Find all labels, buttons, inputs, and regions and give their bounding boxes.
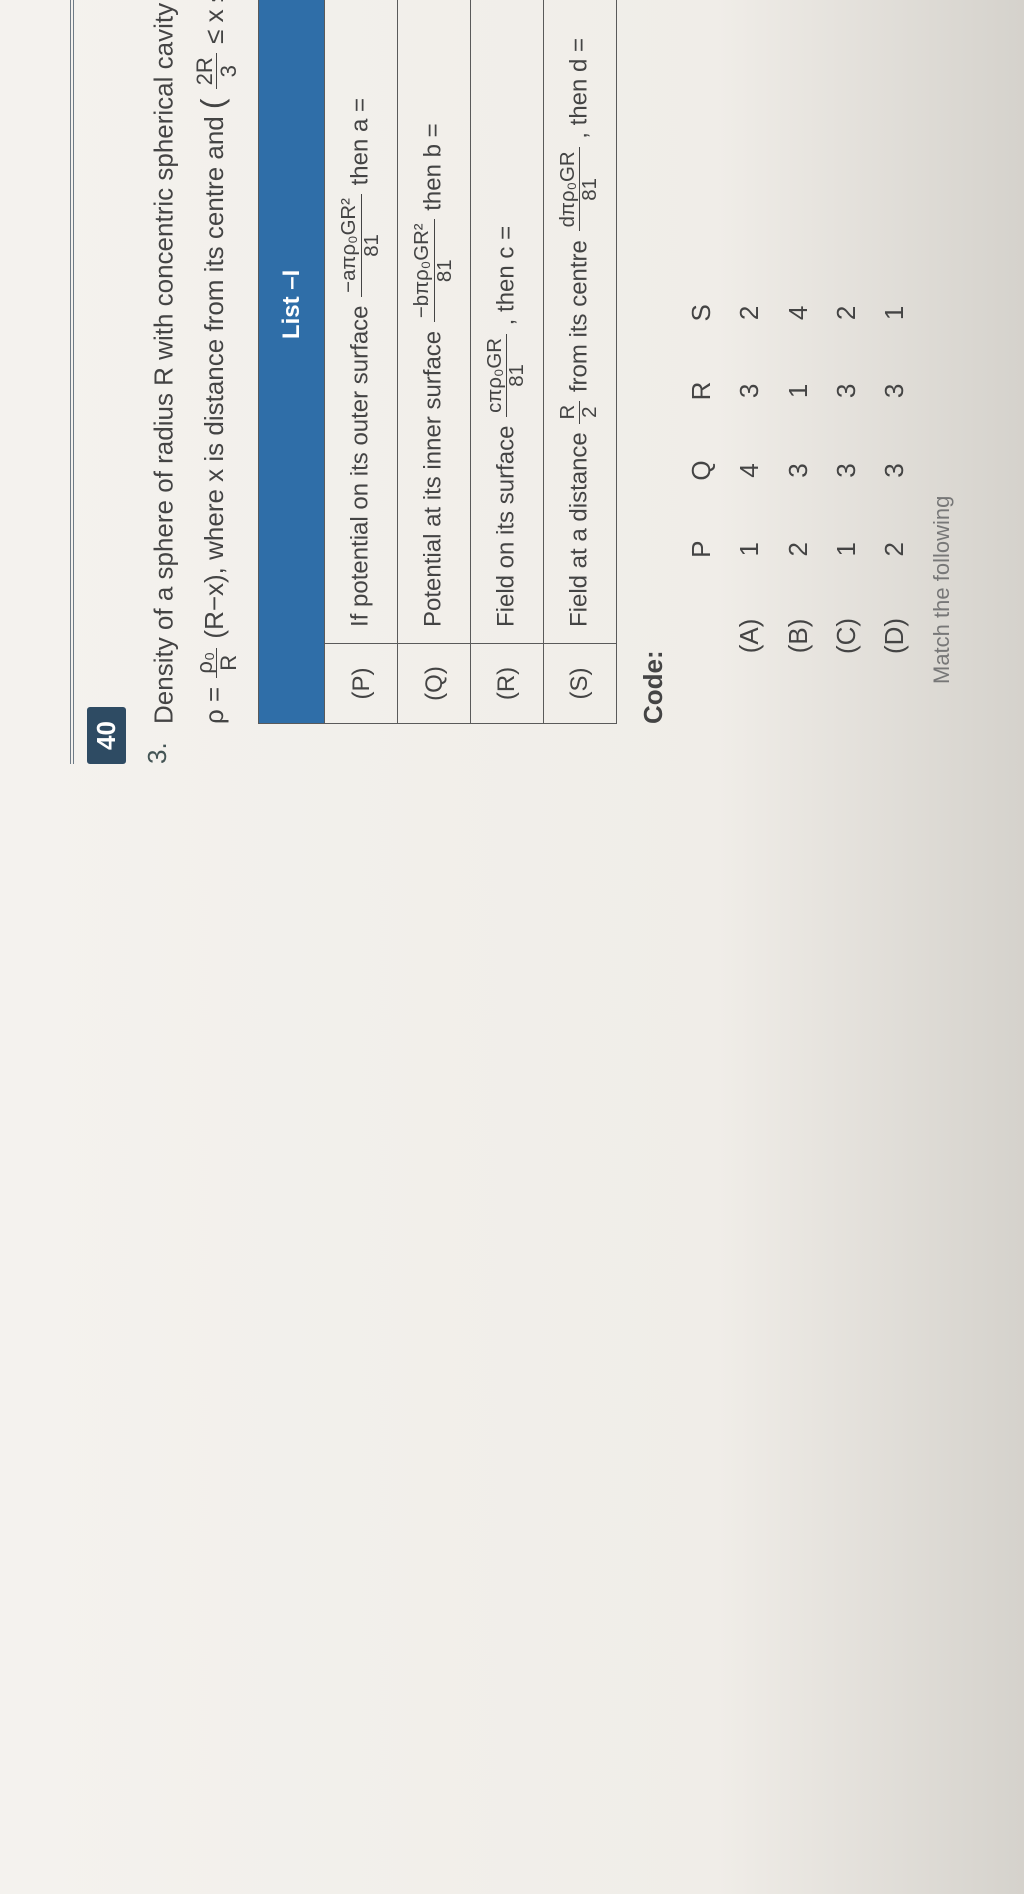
v: 3 [870, 352, 918, 431]
desc-mid: from its centre [565, 233, 592, 392]
code-row: (D) 2 3 3 1 [870, 274, 918, 684]
stem-2b: (R−x), where x is distance from its cent… [199, 109, 229, 639]
frac-n: −aπρ₀GR² [339, 194, 361, 297]
cell-desc: If potential on its outer surface −aπρ₀G… [325, 0, 398, 644]
cell-desc: Field on its surface cπρ₀GR 81 , then c … [471, 0, 544, 644]
page-inner: 40 MEGACOSM COGNITIONS PRIVATE LIMITED 3… [0, 0, 999, 1024]
frac: cπρ₀GR 81 [485, 334, 529, 417]
frac-d: 81 [507, 360, 528, 391]
desc-b: then b = [419, 123, 446, 210]
cell-key: (Q) [398, 644, 471, 724]
frac-d: 2 [580, 403, 601, 422]
frac-n: 2R [193, 53, 217, 89]
v: 2 [774, 511, 822, 588]
frac-d: 81 [362, 230, 383, 261]
table-row: (P) If potential on its outer surface −a… [325, 0, 398, 724]
table-row: (Q) Potential at its inner surface −bπρ₀… [398, 0, 471, 724]
v: 1 [774, 352, 822, 431]
desc-a: Potential at its inner surface [419, 324, 446, 627]
match-table: List –I List-II (P) If potential on its … [258, 0, 617, 724]
v: 4 [725, 430, 773, 510]
code-label: Code: [633, 0, 673, 724]
frac-d: R [217, 651, 240, 675]
opt: (C) [822, 588, 870, 684]
v: 1 [870, 274, 918, 351]
frac-d: 81 [435, 255, 456, 286]
v: 2 [822, 274, 870, 351]
cell-key: (S) [543, 644, 616, 724]
top-rule [70, 0, 74, 764]
code-row: (B) 2 3 1 4 [774, 274, 822, 684]
cutoff-text: Match the following [925, 0, 959, 684]
desc-a: Field at a distance [565, 426, 592, 627]
code-h: R [677, 352, 725, 431]
frac-R2: R 2 [558, 401, 602, 424]
opt: (D) [870, 588, 918, 684]
question-row: 3. Density of a sphere of radius R with … [142, 0, 959, 764]
frac: −bπρ₀GR² 81 [412, 219, 456, 322]
code-row: (C) 1 3 3 2 [822, 274, 870, 684]
frac-rho0-R: ρ₀ R [193, 648, 240, 678]
header-row: 40 MEGACOSM COGNITIONS PRIVATE LIMITED [84, 0, 128, 764]
frac-n: ρ₀ [193, 648, 217, 678]
code-h: P [677, 511, 725, 588]
code-header: P Q R S [677, 274, 725, 684]
v: 3 [870, 430, 918, 510]
cell-key: (R) [471, 644, 544, 724]
v: 3 [725, 352, 773, 431]
code-table: P Q R S (A) 1 4 3 2 (B [677, 274, 918, 684]
v: 3 [822, 352, 870, 431]
desc-a: Field on its surface [492, 419, 519, 627]
paren-open: ( [195, 99, 230, 109]
frac-cond: 2R 3 [193, 53, 240, 89]
cell-key: (P) [325, 644, 398, 724]
frac-n: cπρ₀GR [485, 334, 507, 417]
table-row: (S) Field at a distance R 2 from its cen… [543, 0, 616, 724]
opt: (B) [774, 588, 822, 684]
v: 2 [725, 274, 773, 351]
question-text: Density of a sphere of radius R with con… [142, 0, 959, 724]
v: 1 [725, 511, 773, 588]
frac-n: dπρ₀GR [558, 147, 580, 231]
code-h: Q [677, 430, 725, 510]
frac: −aπρ₀GR² 81 [339, 194, 383, 297]
v: 3 [774, 430, 822, 510]
frac-d: 81 [580, 174, 601, 205]
frac-n: −bπρ₀GR² [412, 219, 434, 322]
cond-mid: ≤ x ≤ R [199, 0, 229, 44]
page-number-box: 40 [87, 707, 126, 764]
code-row: (A) 1 4 3 2 [725, 274, 773, 684]
desc-b: then a = [347, 98, 374, 185]
question-number: 3. [142, 724, 173, 764]
desc-a: If potential on its outer surface [347, 299, 374, 627]
frac-d: 3 [217, 61, 240, 81]
cell-desc: Potential at its inner surface −bπρ₀GR² … [398, 0, 471, 644]
v: 4 [774, 274, 822, 351]
v: 3 [822, 430, 870, 510]
stem-2a: ρ = [199, 680, 229, 724]
code-h [677, 588, 725, 684]
opt: (A) [725, 588, 773, 684]
desc-b: , then d = [565, 38, 592, 139]
table-header-row: List –I List-II [259, 0, 325, 724]
v: 2 [870, 511, 918, 588]
code-h: S [677, 274, 725, 351]
v: 1 [822, 511, 870, 588]
frac-n: R [558, 401, 580, 424]
desc-b: , then c = [492, 226, 519, 325]
stem-1: Density of a sphere of radius R with con… [149, 0, 179, 724]
scanned-page: 40 MEGACOSM COGNITIONS PRIVATE LIMITED 3… [0, 0, 1024, 1894]
frac: dπρ₀GR 81 [558, 147, 602, 231]
rotated-content: 40 MEGACOSM COGNITIONS PRIVATE LIMITED 3… [0, 0, 1024, 1024]
th-list1: List –I [259, 0, 325, 724]
cell-desc: Field at a distance R 2 from its centre … [543, 0, 616, 644]
table-row: (R) Field on its surface cπρ₀GR 81 , the… [471, 0, 544, 724]
